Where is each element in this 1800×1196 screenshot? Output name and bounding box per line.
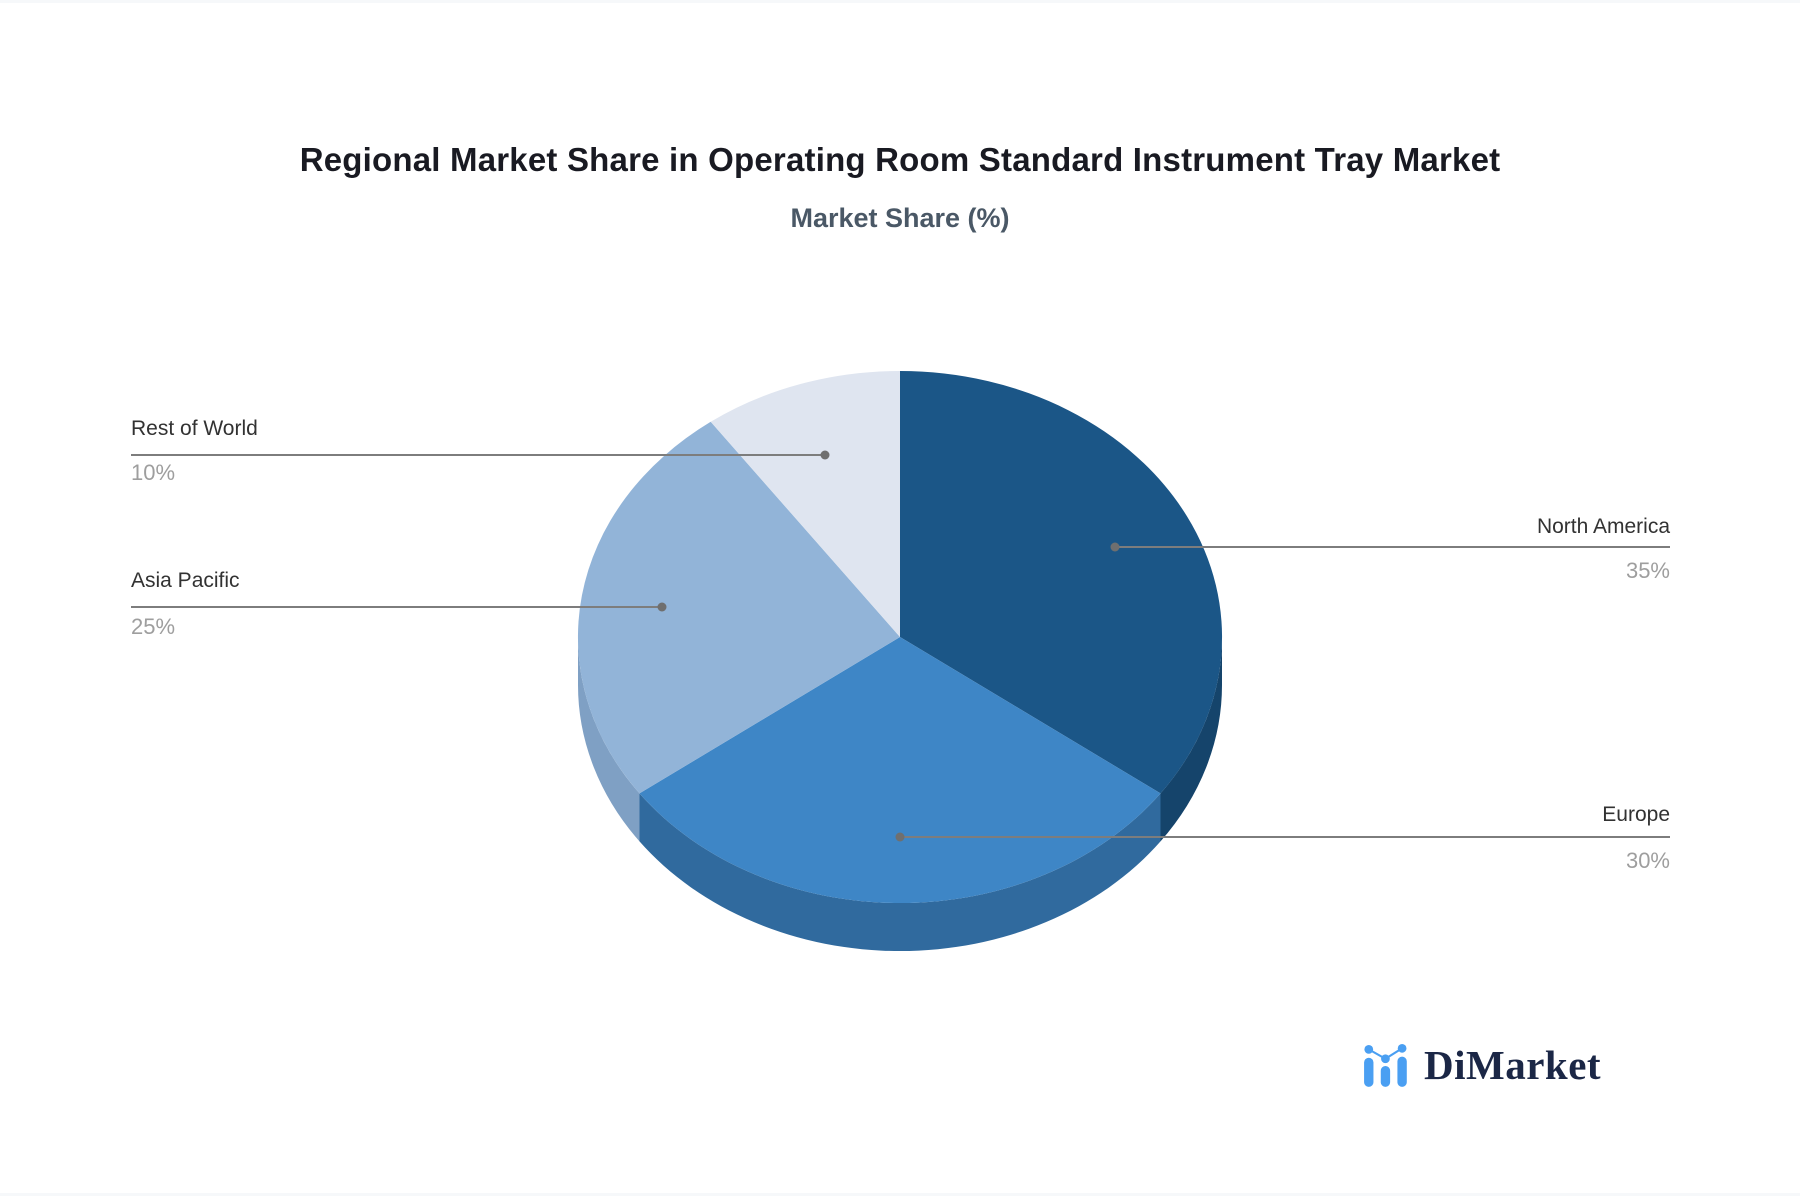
chart-subtitle: Market Share (%) bbox=[790, 203, 1010, 233]
leader-lines bbox=[131, 454, 1670, 838]
leader-dot-asia-pacific bbox=[657, 602, 667, 612]
slice-label-rest-of-world: Rest of World bbox=[131, 417, 258, 440]
slice-percent-rest-of-world: 10% bbox=[131, 460, 176, 485]
pie-chart bbox=[131, 371, 1670, 952]
slice-label-north-america: North America bbox=[1536, 515, 1670, 538]
slice-percent-europe: 30% bbox=[1625, 848, 1670, 873]
leader-dots bbox=[657, 450, 1120, 842]
brand-logo-text: DiMarket bbox=[1424, 1042, 1602, 1088]
pie-slice-rest-of-world bbox=[710, 371, 900, 637]
slice-label-asia-pacific: Asia Pacific bbox=[131, 569, 240, 592]
leader-dot-north-america bbox=[1110, 542, 1120, 552]
slice-percent-north-america: 35% bbox=[1625, 558, 1670, 583]
leader-dot-rest-of-world bbox=[820, 450, 830, 460]
pie-rim-north-america bbox=[1160, 637, 1222, 842]
brand-logo: DiMarket bbox=[1362, 1041, 1601, 1089]
bar-chart-logo-icon bbox=[1364, 1043, 1407, 1087]
pie-rim-europe bbox=[639, 793, 1161, 952]
slice-label-europe: Europe bbox=[1602, 803, 1670, 826]
leader-dot-europe bbox=[895, 832, 905, 842]
pie-slice-asia-pacific bbox=[577, 421, 900, 794]
chart-title: Regional Market Share in Operating Room … bbox=[299, 141, 1501, 178]
pie-rim-asia-pacific bbox=[578, 637, 640, 842]
slice-percent-asia-pacific: 25% bbox=[131, 614, 176, 639]
pie-slice-north-america bbox=[900, 371, 1223, 794]
